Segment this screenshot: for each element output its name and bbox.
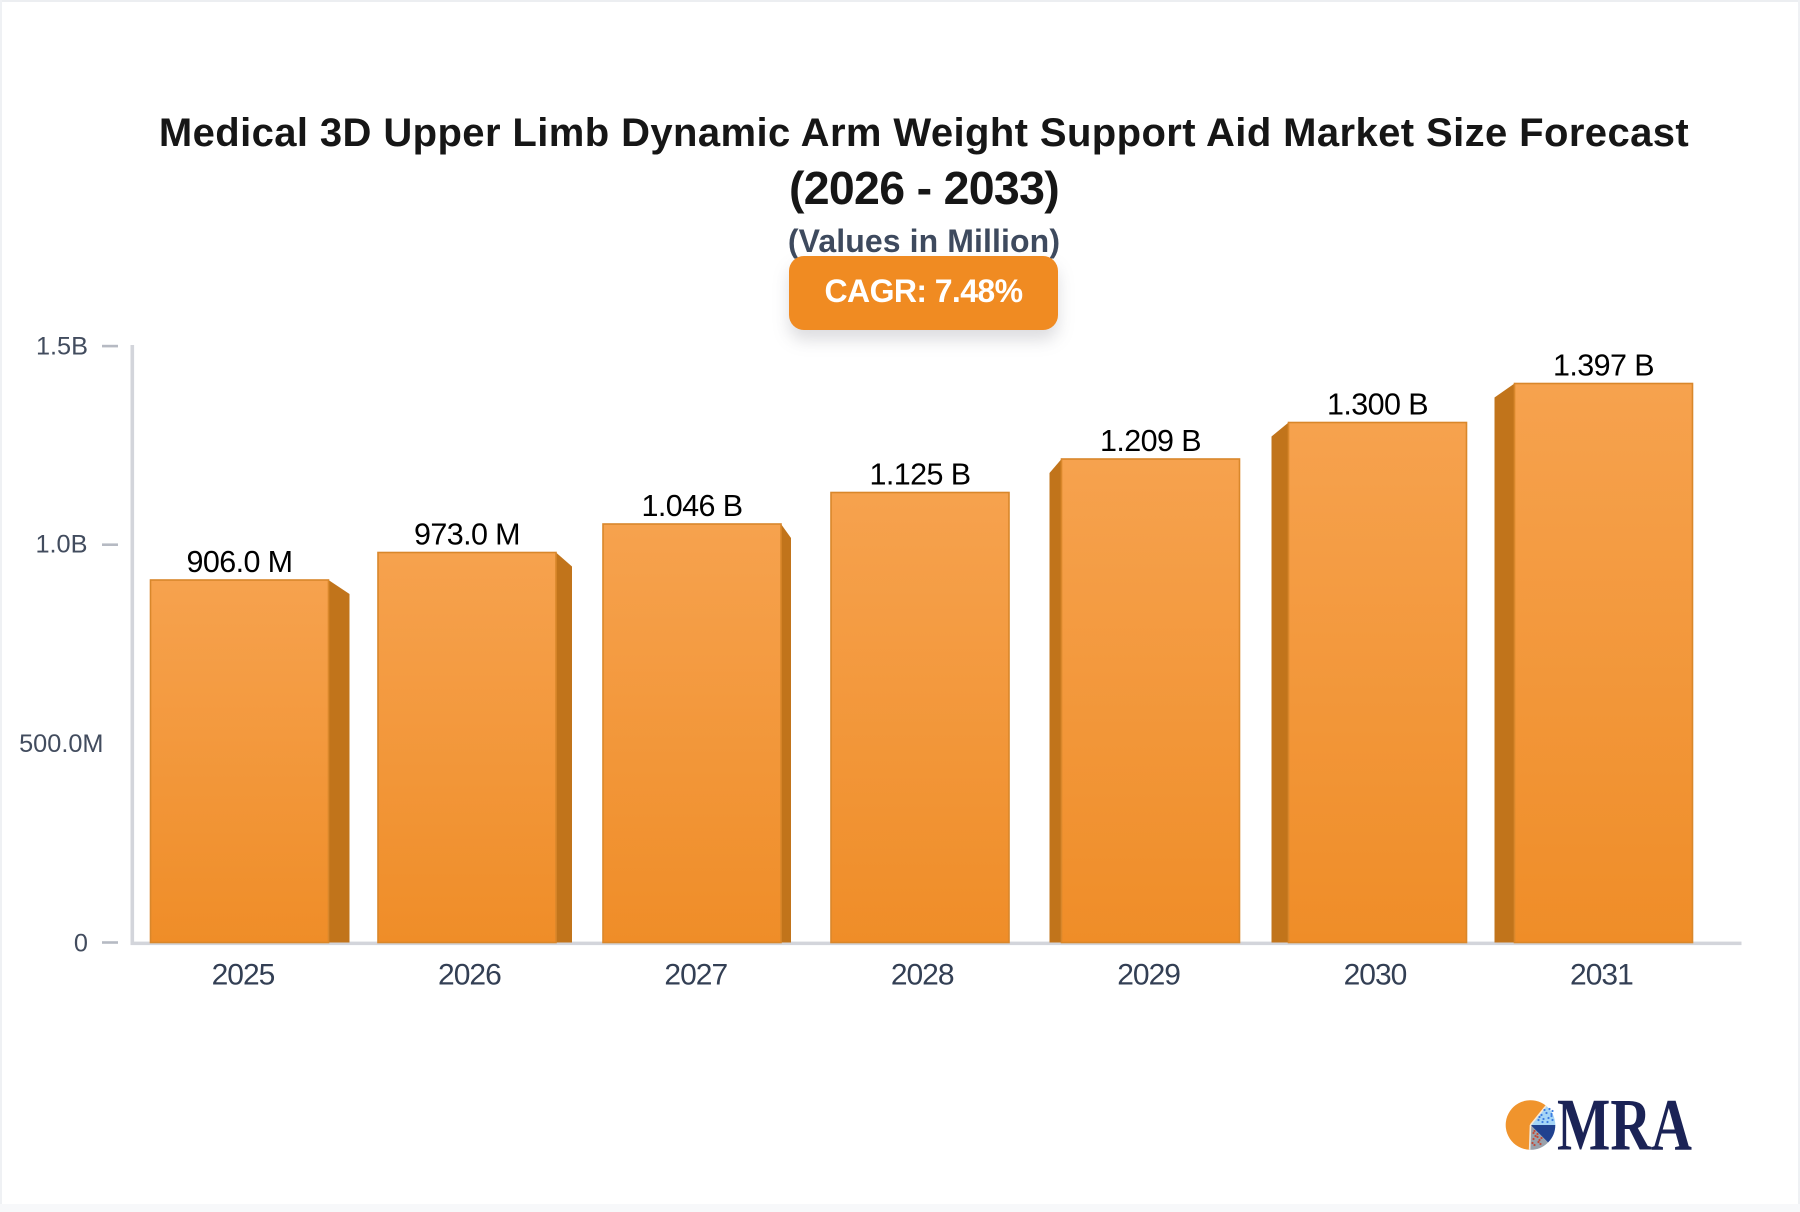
svg-text:2028: 2028 — [891, 959, 954, 992]
svg-text:906.0 M: 906.0 M — [186, 545, 292, 579]
svg-text:1.125 B: 1.125 B — [870, 458, 971, 492]
svg-text:500.0M: 500.0M — [19, 730, 103, 758]
svg-text:2031: 2031 — [1570, 959, 1633, 992]
svg-text:2025: 2025 — [212, 959, 275, 992]
svg-text:0: 0 — [74, 929, 88, 957]
svg-text:1.209 B: 1.209 B — [1100, 424, 1201, 458]
svg-text:1.0B: 1.0B — [35, 530, 87, 558]
svg-text:2026: 2026 — [438, 959, 501, 992]
svg-text:2027: 2027 — [664, 959, 727, 992]
svg-text:1.5B: 1.5B — [36, 333, 88, 361]
svg-text:973.0 M: 973.0 M — [414, 518, 520, 552]
svg-text:2029: 2029 — [1117, 959, 1180, 992]
svg-text:1.046 B: 1.046 B — [642, 489, 743, 523]
svg-text:1.300 B: 1.300 B — [1327, 388, 1428, 422]
svg-text:MRA: MRA — [1557, 1085, 1692, 1167]
svg-text:2030: 2030 — [1344, 959, 1407, 992]
svg-text:1.397 B: 1.397 B — [1553, 349, 1654, 383]
